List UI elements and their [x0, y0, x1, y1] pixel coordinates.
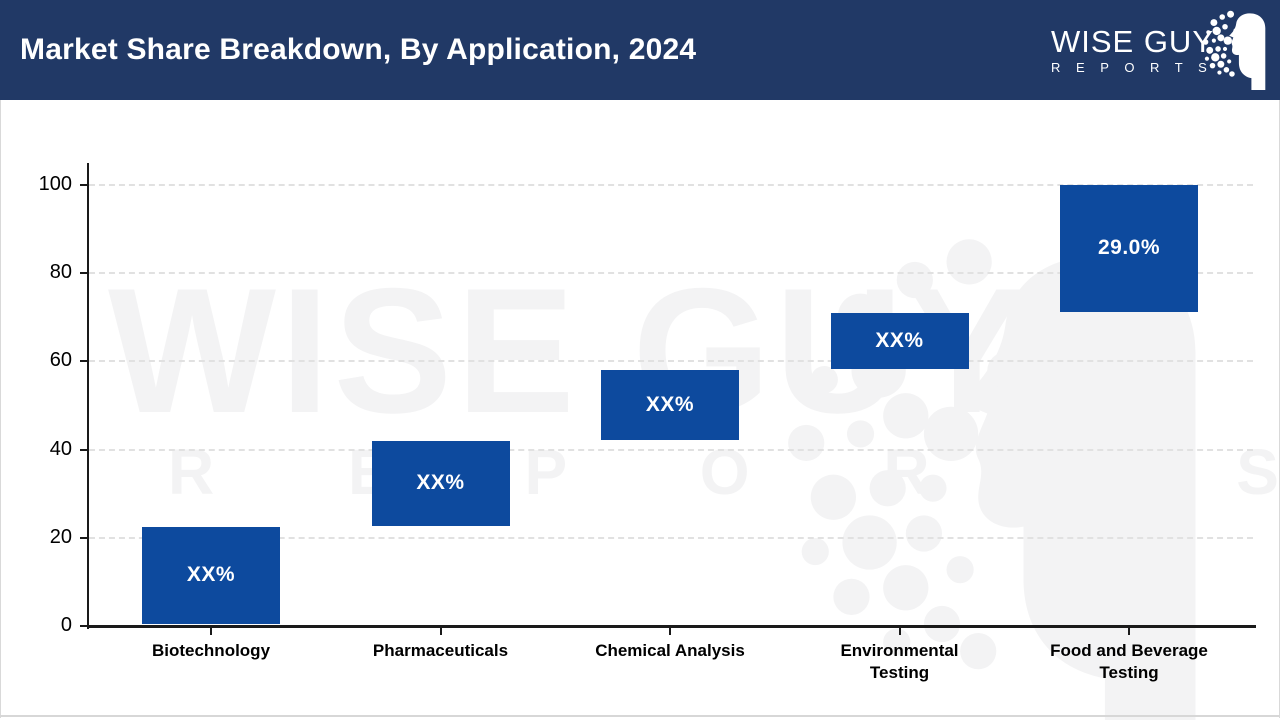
x-tick-label: Biotechnology — [151, 641, 271, 660]
wise-guy-head-icon-large — [788, 239, 1196, 720]
x-axis-line — [87, 625, 1256, 628]
y-tick-mark — [80, 448, 87, 451]
wise-guy-reports-logo: WISE GUY R E P O R T S — [1051, 10, 1280, 90]
y-tick-label: 0 — [60, 614, 72, 636]
bar-value-label: XX% — [875, 329, 924, 353]
bar-food-and-beverage-testing: 29.0% — [1060, 185, 1198, 312]
gridline-100 — [89, 184, 1253, 186]
gridline-80 — [89, 272, 1253, 275]
gridline-40 — [89, 448, 1253, 451]
gridline-20 — [89, 536, 1253, 539]
y-tick-mark — [80, 184, 87, 186]
bar-value-label: XX% — [186, 563, 236, 587]
logo-text: WISE GUY R E P O R T S — [1051, 26, 1214, 74]
x-tick-mark — [898, 628, 901, 635]
bar-chemical-analysis: XX% — [601, 370, 739, 440]
y-tick-label: 20 — [49, 525, 72, 548]
page-title: Market Share Breakdown, By Application, … — [20, 33, 697, 66]
y-tick-label: 100 — [38, 173, 72, 195]
y-tick-mark — [80, 625, 87, 627]
x-tick-mark — [1128, 628, 1130, 635]
gridline-60 — [89, 360, 1253, 363]
y-tick-label: 80 — [49, 261, 72, 284]
header-bar: Market Share Breakdown, By Application, … — [0, 0, 1280, 100]
bar-value-label: 29.0% — [1097, 236, 1161, 260]
footer-divider — [0, 715, 1280, 717]
wise-guy-head-icon — [1202, 10, 1266, 90]
logo-wordmark: WISE GUY — [1050, 24, 1214, 59]
logo-subtext: R E P O R T S — [1050, 60, 1213, 75]
x-tick-label: Chemical Analysis — [595, 641, 745, 660]
x-tick-label: Pharmaceuticals — [372, 641, 509, 660]
x-tick-mark — [669, 628, 671, 635]
bar-value-label: XX% — [645, 392, 695, 416]
bar-value-label: XX% — [416, 471, 465, 495]
bar-biotechnology: XX% — [142, 526, 280, 624]
bar-environmental-testing: XX% — [830, 312, 969, 370]
x-tick-label: Food and Beverage Testing — [1050, 641, 1208, 683]
wise-guy-head-watermark — [770, 225, 1200, 720]
y-tick-mark — [80, 536, 87, 539]
y-axis-line — [87, 163, 89, 629]
x-tick-mark — [439, 628, 442, 635]
x-tick-mark — [210, 628, 212, 635]
y-tick-mark — [80, 360, 87, 363]
x-tick-label: Environmental Testing — [840, 641, 959, 683]
bar-pharmaceuticals: XX% — [371, 440, 510, 526]
y-tick-mark — [80, 272, 87, 275]
y-tick-label: 60 — [49, 349, 72, 372]
y-tick-label: 40 — [49, 437, 72, 460]
